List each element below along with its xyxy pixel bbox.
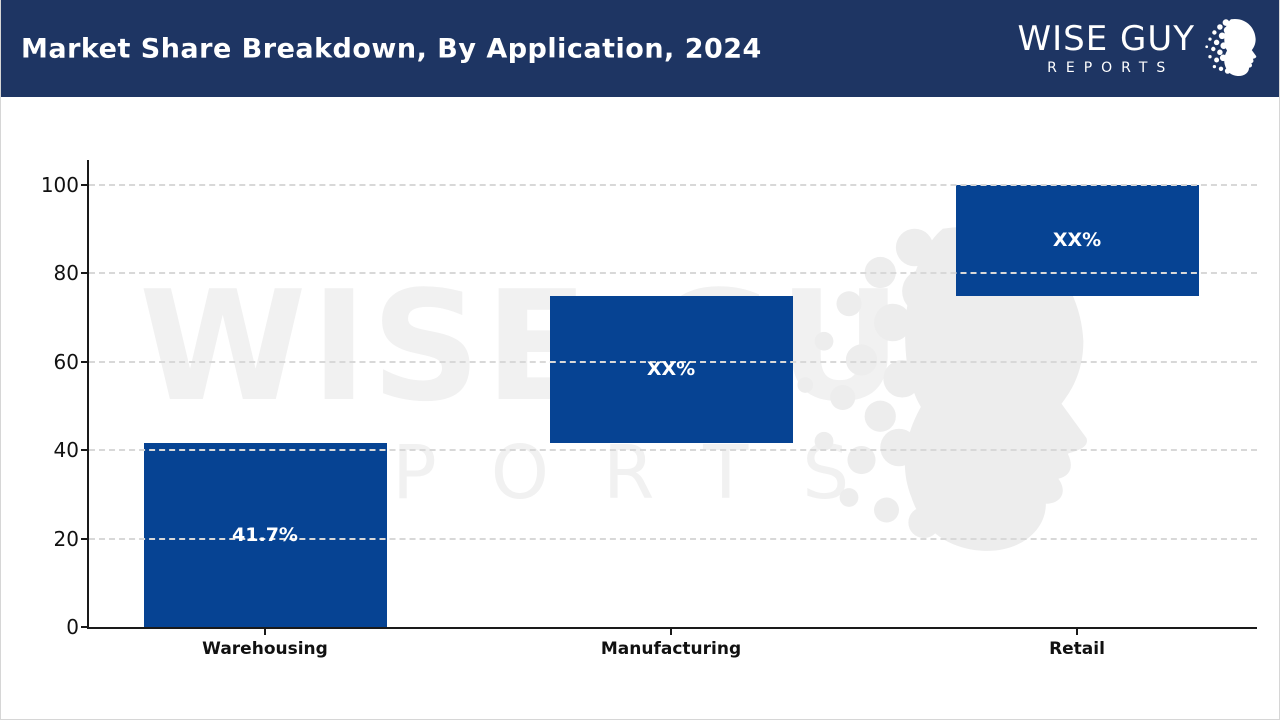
bar-value-label: 41.7% <box>232 523 298 546</box>
wise-guy-reports-logo: WISE GUY REPORTS <box>1017 13 1265 85</box>
bar-value-label: XX% <box>646 358 696 381</box>
bar-warehousing <box>143 442 387 627</box>
x-tick-label: Warehousing <box>202 639 328 659</box>
x-tick-mark <box>670 628 672 635</box>
y-tick-label: 0 <box>66 615 79 639</box>
x-tick-mark <box>264 628 266 635</box>
y-tick-mark <box>81 449 89 452</box>
y-tick-mark <box>81 360 89 363</box>
y-tick-label: 20 <box>53 526 79 551</box>
y-tick-label: 100 <box>40 173 79 197</box>
x-tick-label: Retail <box>1049 639 1105 659</box>
chart-title: Market Share Breakdown, By Application, … <box>21 33 762 64</box>
logo-wiseguy-text: WISE GUY <box>1017 19 1195 60</box>
y-tick-mark <box>81 537 89 540</box>
y-gridline <box>89 449 1257 452</box>
bar-manufacturing <box>549 295 793 443</box>
y-tick-mark <box>81 272 89 275</box>
y-tick-label: 40 <box>53 438 79 463</box>
y-tick-label: 60 <box>53 349 79 374</box>
header-bar: Market Share Breakdown, By Application, … <box>1 0 1279 97</box>
x-tick-mark <box>1076 628 1078 635</box>
y-tick-label: 80 <box>53 261 79 286</box>
bar-value-label: XX% <box>1052 229 1102 252</box>
x-axis-spine <box>87 627 1257 629</box>
y-gridline <box>89 272 1257 275</box>
y-tick-mark <box>81 184 89 186</box>
logo-reports-text: REPORTS <box>1047 59 1175 76</box>
y-gridline <box>89 184 1257 186</box>
x-tick-label: Manufacturing <box>600 639 742 659</box>
logo-text: WISE GUY REPORTS <box>1017 19 1195 76</box>
y-gridline <box>89 360 1257 363</box>
y-tick-mark <box>81 626 89 628</box>
logo-face-dots-icon <box>1205 18 1257 77</box>
y-gridline <box>89 537 1257 540</box>
y-axis-spine <box>87 160 89 629</box>
